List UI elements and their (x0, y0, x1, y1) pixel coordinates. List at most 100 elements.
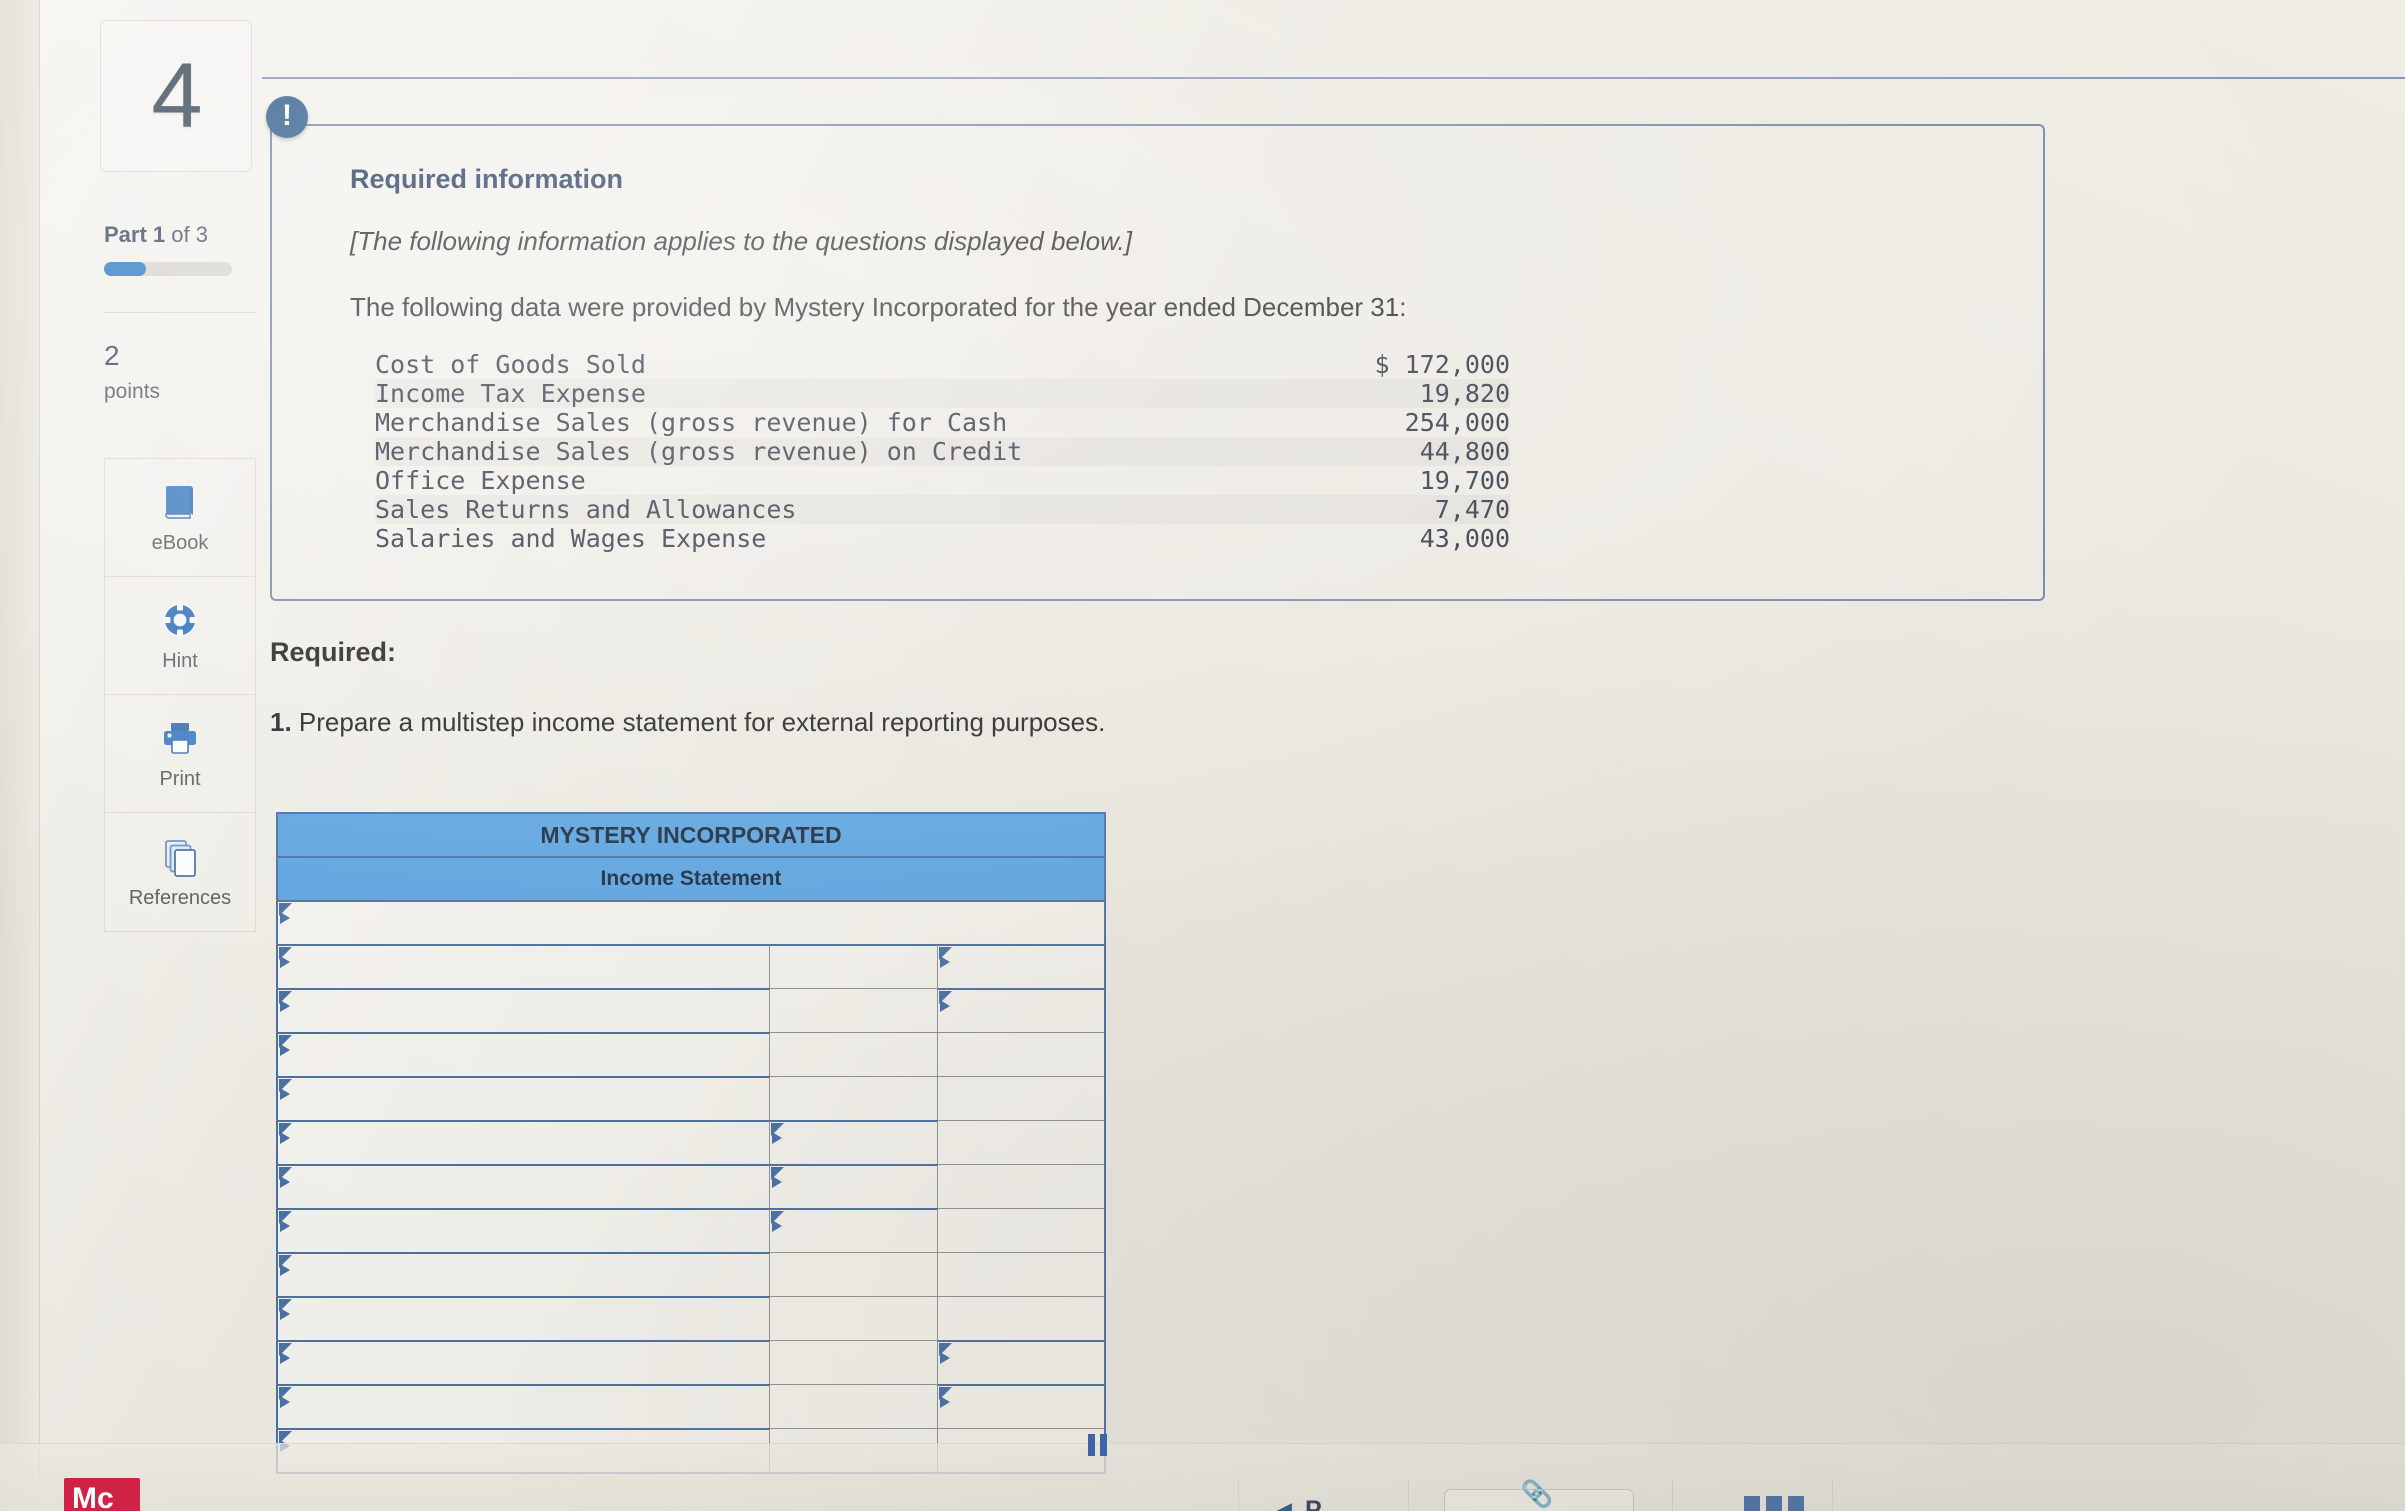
worksheet-account-cell[interactable] (278, 1340, 770, 1384)
worksheet-total-cell[interactable] (938, 1120, 1104, 1164)
worksheet-company-header: MYSTERY INCORPORATED (278, 812, 1104, 856)
worksheet-row (278, 1384, 1104, 1428)
data-value: $ 172,000 (1374, 350, 1510, 379)
required-heading: Required: (270, 637, 397, 667)
prev-button-label[interactable]: P (1305, 1496, 1322, 1511)
worksheet-row (278, 944, 1104, 988)
worksheet-row (278, 1340, 1104, 1384)
worksheet-total-cell[interactable] (938, 1384, 1104, 1428)
hint-icon (158, 598, 202, 642)
worksheet-account-cell[interactable] (278, 1164, 770, 1208)
data-label: Cost of Goods Sold (375, 350, 646, 379)
worksheet-amount-cell[interactable] (770, 1164, 938, 1208)
data-value: 19,700 (1419, 466, 1510, 495)
link-icon[interactable]: 🔗 (1522, 1477, 1553, 1511)
worksheet-statement-header: Income Statement (278, 856, 1104, 900)
table-row: Merchandise Sales (gross revenue) on Cre… (375, 437, 1510, 466)
worksheet-row (278, 1208, 1104, 1252)
print-button[interactable]: Print (105, 695, 255, 813)
question-1-body: Prepare a multistep income statement for… (291, 707, 1106, 737)
worksheet-total-cell[interactable] (938, 1296, 1104, 1340)
table-row: Income Tax Expense 19,820 (375, 379, 1510, 408)
worksheet-total-cell[interactable] (938, 1252, 1104, 1296)
question-1-text: 1. Prepare a multistep income statement … (270, 707, 1105, 738)
worksheet-total-cell[interactable] (938, 1340, 1104, 1384)
question-sidebar: 4 Part 1 of 3 2 points eBook (42, 0, 260, 1511)
worksheet-total-cell[interactable] (938, 988, 1104, 1032)
worksheet-account-cell[interactable] (278, 1076, 770, 1120)
worksheet-total-cell[interactable] (938, 1208, 1104, 1252)
worksheet-row (278, 988, 1104, 1032)
sidebar-divider (104, 312, 256, 313)
left-edge-rail (0, 0, 40, 1511)
content-top-divider (262, 77, 2405, 79)
worksheet-amount-cell[interactable] (770, 1252, 938, 1296)
worksheet-account-cell[interactable] (278, 944, 770, 988)
worksheet-account-cell[interactable] (278, 1120, 770, 1164)
worksheet-account-cell[interactable] (278, 1296, 770, 1340)
worksheet-total-cell[interactable] (938, 1032, 1104, 1076)
part-index: 1 (152, 222, 166, 247)
data-label: Salaries and Wages Expense (375, 524, 767, 553)
worksheet-account-cell[interactable] (278, 1384, 770, 1428)
references-label: References (128, 886, 232, 909)
required-information-heading: Required information (350, 164, 624, 194)
references-button[interactable]: References (105, 813, 255, 931)
hint-button[interactable]: Hint (105, 577, 255, 695)
data-value: 254,000 (1404, 408, 1510, 437)
data-label: Sales Returns and Allowances (375, 495, 797, 524)
table-row: Salaries and Wages Expense 43,000 (375, 524, 1510, 553)
worksheet-amount-cell[interactable] (770, 1208, 938, 1252)
print-label: Print (159, 768, 201, 790)
worksheet-total-cell[interactable] (938, 944, 1104, 988)
worksheet-total-cell[interactable] (938, 1076, 1104, 1120)
print-icon (158, 716, 202, 760)
question-number-card: 4 (100, 20, 252, 172)
worksheet-amount-cell[interactable] (770, 1076, 938, 1120)
ebook-label: eBook (151, 532, 209, 554)
worksheet-amount-cell[interactable] (770, 1296, 938, 1340)
worksheet-account-cell[interactable] (278, 1208, 770, 1252)
worksheet-account-cell[interactable] (278, 1032, 770, 1076)
worksheet-amount-cell[interactable] (770, 1032, 938, 1076)
link-chip[interactable] (1444, 1489, 1634, 1511)
prev-arrow-icon[interactable]: ◀ (1272, 1496, 1292, 1511)
worksheet-row (278, 1120, 1104, 1164)
worksheet-row (278, 1252, 1104, 1296)
worksheet-amount-cell[interactable] (770, 988, 938, 1032)
hint-label: Hint (162, 650, 198, 672)
data-value: 44,800 (1419, 437, 1510, 466)
data-label: Income Tax Expense (375, 379, 646, 408)
part-word: Part (104, 222, 153, 247)
worksheet-account-cell[interactable] (278, 1252, 770, 1296)
ebook-button[interactable]: eBook (105, 459, 255, 577)
income-statement-worksheet: MYSTERY INCORPORATED Income Statement (276, 812, 1106, 1474)
pause-icon[interactable] (1088, 1434, 1110, 1456)
data-label: Merchandise Sales (gross revenue) for Ca… (375, 408, 1008, 437)
bottom-toolbar (0, 1443, 2405, 1511)
grid-icon[interactable] (1744, 1496, 1804, 1511)
part-total: of 3 (165, 222, 208, 247)
data-label: Merchandise Sales (gross revenue) on Cre… (375, 437, 1023, 466)
worksheet-amount-cell[interactable] (770, 1120, 938, 1164)
worksheet-total-cell[interactable] (938, 1164, 1104, 1208)
worksheet-row (278, 1032, 1104, 1076)
toolbar-divider (1408, 1480, 1409, 1511)
part-progress-label: Part 1 of 3 (104, 222, 208, 248)
worksheet-amount-cell[interactable] (770, 1384, 938, 1428)
worksheet-account-cell[interactable] (278, 988, 770, 1032)
worksheet-account-cell[interactable] (278, 900, 1104, 944)
worksheet-amount-cell[interactable] (770, 1340, 938, 1384)
references-icon (158, 835, 202, 879)
data-value: 7,470 (1434, 495, 1510, 524)
worksheet-amount-cell[interactable] (770, 944, 938, 988)
worksheet-row (278, 1296, 1104, 1340)
required-information-panel (270, 124, 2045, 601)
points-value: 2 (104, 340, 120, 371)
points-label: points (104, 380, 161, 403)
part-progress-bar (104, 262, 232, 276)
tool-button-stack: eBook Hint (104, 458, 256, 932)
exclamation-glyph: ! (282, 99, 292, 132)
worksheet-row (278, 1076, 1104, 1120)
